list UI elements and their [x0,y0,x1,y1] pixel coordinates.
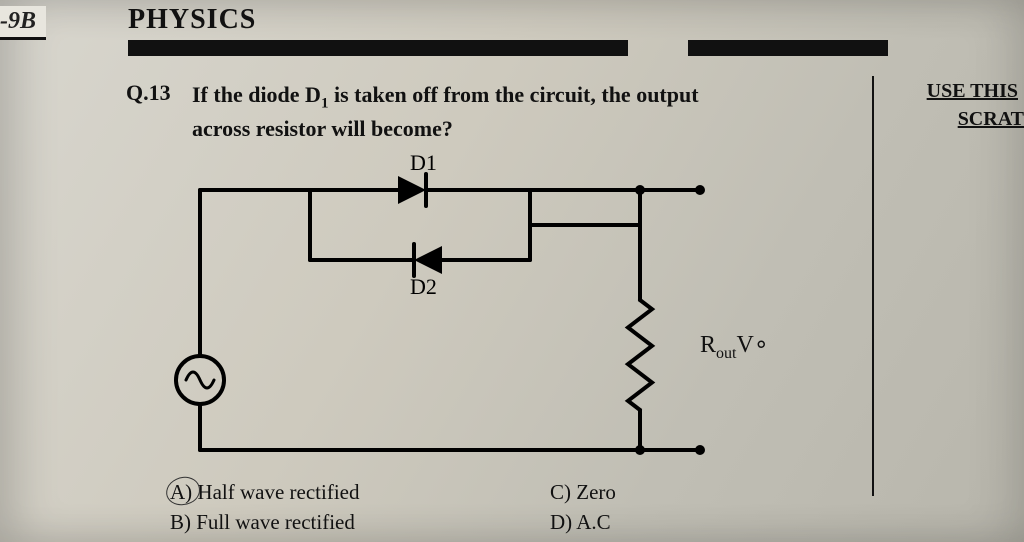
margin-rule [872,76,874,496]
option-c: C) Zero [550,480,616,505]
rout-label: RoutV∘ [700,330,769,363]
question-number: Q.13 [126,80,188,106]
option-b: B) Full wave rectified [170,510,355,535]
question-block: Q.13 If the diode D1 is taken off from t… [126,80,866,143]
bar-segment-1 [128,40,628,56]
rout-sub: out [716,345,736,362]
rout-r: R [700,332,716,358]
bar-segment-2 [688,40,888,56]
q-line1-pre: If the diode D [192,82,321,107]
option-a-text: A) Half wave rectified [170,480,359,504]
circuit-diagram: D1 D2 [170,150,730,460]
q-line1-post: is taken off from the circuit, the outpu… [328,82,698,107]
question-text: If the diode D1 is taken off from the ci… [192,80,852,143]
option-d: D) A.C [550,510,611,535]
page: -9B PHYSICS Q.13 If the diode D1 is take… [0,0,1024,542]
margin-text-scrat: SCRAT [958,108,1024,131]
subject-header: PHYSICS [128,4,256,36]
svg-text:D2: D2 [410,274,437,299]
header-underline [128,40,888,58]
option-a: A) Half wave rectified [170,480,359,505]
q-line2: across resistor will become? [192,116,453,141]
book-tab: -9B [0,6,46,40]
rout-v: V∘ [736,332,768,358]
svg-text:D1: D1 [410,150,437,175]
margin-text-use-this: USE THIS [927,80,1018,103]
